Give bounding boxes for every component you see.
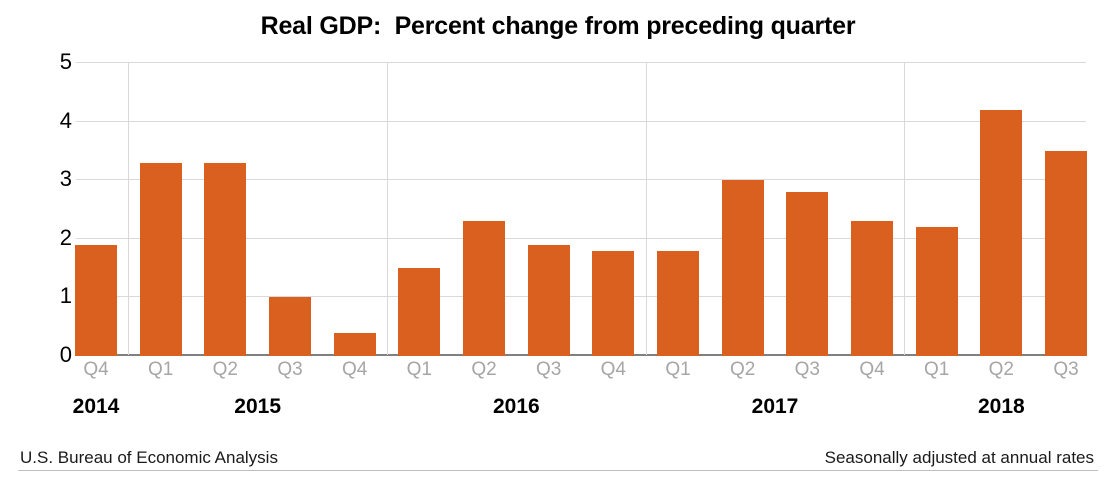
bar[interactable] (334, 333, 376, 356)
bar[interactable] (463, 221, 505, 356)
footer-note: Seasonally adjusted at annual rates (824, 448, 1094, 467)
y-axis-tick-label: 5 (59, 49, 72, 74)
bar[interactable] (140, 163, 182, 356)
quarter-label: Q3 (794, 359, 820, 380)
gridline (76, 62, 1086, 63)
y-axis: 0 1 2 3 4 5 (20, 0, 72, 484)
bar[interactable] (657, 251, 699, 356)
quarter-label: Q3 (277, 359, 303, 380)
quarter-label: Q1 (665, 359, 691, 380)
plot-area (75, 62, 1087, 356)
bar[interactable] (722, 180, 764, 356)
gridline (76, 296, 1086, 298)
gridline (76, 237, 1086, 239)
quarter-label: Q2 (212, 359, 238, 380)
quarter-label: Q1 (406, 359, 432, 380)
gridline (76, 120, 1086, 122)
y-axis-tick-label: 0 (59, 342, 72, 367)
gridline (76, 179, 1086, 181)
y-axis-tick-label: 2 (59, 224, 72, 250)
quarter-label: Q4 (341, 359, 368, 380)
bar[interactable] (204, 163, 246, 356)
year-label: 2016 (492, 395, 540, 418)
quarter-label: Q2 (988, 359, 1014, 380)
bar[interactable] (398, 268, 440, 356)
quarter-label: Q2 (729, 359, 756, 380)
bar[interactable] (269, 297, 311, 356)
x-axis-quarter-labels: Q4 Q1 Q2 Q3 Q4 Q1 Q2 Q3 Q4 Q1 Q2 Q3 Q4 Q1 Q2 Q3 (76, 360, 1086, 390)
y-axis-tick-label: 3 (59, 166, 72, 192)
quarter-label: Q1 (147, 359, 174, 380)
x-axis-baseline (76, 354, 1086, 356)
bar[interactable] (916, 227, 958, 356)
year-group-divider (128, 62, 129, 355)
chart-title: Real GDP: Percent change from preceding … (260, 12, 856, 40)
year-label: 2014 (72, 395, 120, 418)
footer-source: U.S. Bureau of Economic Analysis (20, 448, 278, 467)
bar[interactable] (980, 110, 1022, 356)
bar[interactable] (851, 221, 893, 356)
bar[interactable] (786, 192, 828, 356)
quarter-label: Q4 (83, 359, 109, 380)
footer-divider (18, 470, 1098, 471)
year-group-divider (387, 62, 388, 355)
quarter-label: Q2 (471, 359, 497, 380)
year-group-divider (904, 62, 905, 355)
quarter-label: Q4 (600, 359, 626, 380)
bar[interactable] (1045, 151, 1087, 356)
quarter-label: Q1 (923, 359, 950, 380)
bar[interactable] (592, 251, 634, 356)
quarter-label: Q3 (535, 359, 562, 380)
year-group-divider (646, 62, 647, 355)
year-label: 2015 (234, 395, 282, 418)
bar[interactable] (528, 245, 570, 356)
x-axis-year-labels: 2014 2015 2016 2017 2018 (73, 395, 1086, 424)
y-axis-tick-label: 4 (59, 107, 72, 133)
y-axis-tick-label: 1 (59, 283, 72, 309)
year-label: 2017 (751, 395, 799, 418)
year-label: 2018 (977, 395, 1025, 418)
quarter-label: Q4 (859, 359, 885, 380)
bar[interactable] (75, 245, 117, 356)
quarter-label: Q3 (1053, 359, 1079, 380)
